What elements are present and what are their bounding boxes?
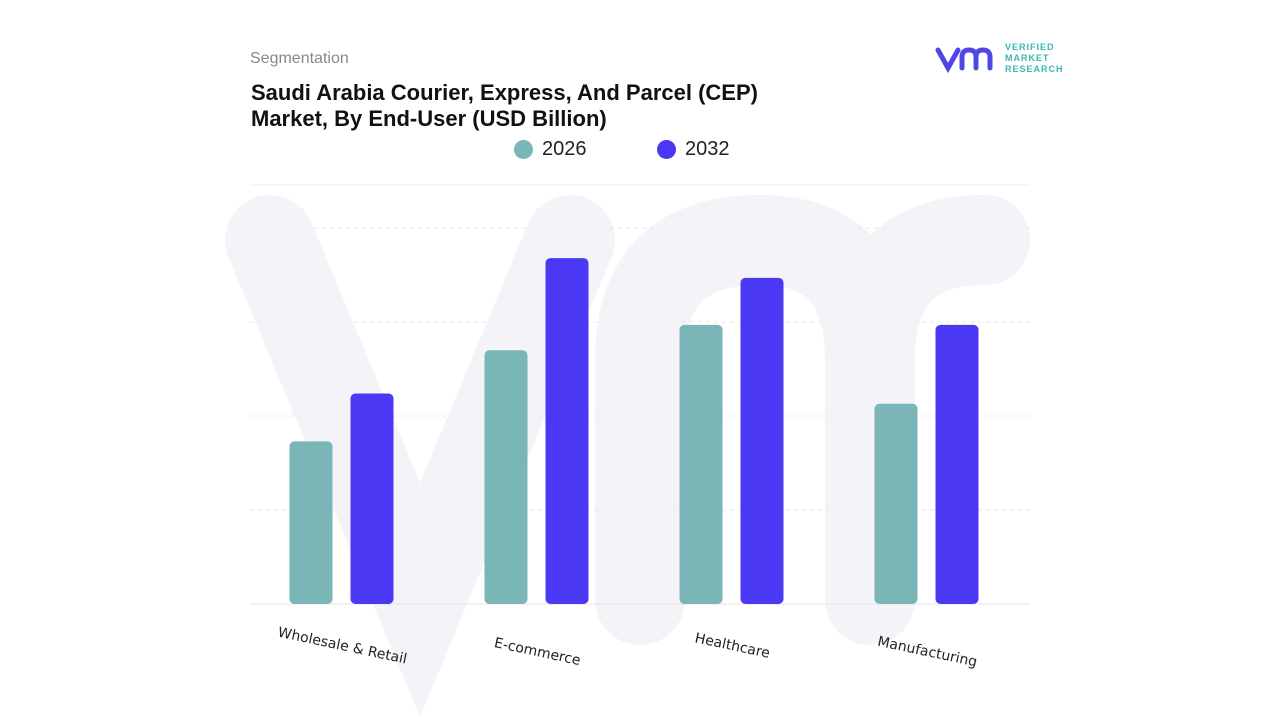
bar-2026-2 [679,324,723,604]
logo-text: VERIFIED MARKET RESEARCH [1005,42,1064,74]
watermark-logo-icon [225,194,1030,717]
x-tick-label: Manufacturing [876,634,979,671]
legend-swatch-2026 [514,139,533,159]
bar-2026-3 [874,403,918,604]
bar-2032-1 [545,258,589,604]
bar-2032-2 [740,277,784,604]
chart-title: Saudi Arabia Courier, Express, And Parce… [251,80,851,132]
bar-2032-3 [935,324,979,604]
legend-item-2032: 2032 [657,138,730,160]
bar-2026-0 [289,441,333,604]
bar-2026-1 [484,350,528,604]
logo: VERIFIED MARKET RESEARCH [935,42,1064,75]
bar-2032-0 [350,393,394,604]
x-tick-label: Wholesale & Retail [276,625,408,668]
segment-label: Segmentation [250,50,349,67]
logo-mark-icon [935,46,993,73]
legend-item-2026: 2026 [514,138,587,160]
legend-swatch-2032 [657,139,676,159]
legend-label: 2032 [685,138,730,160]
title-line-2: Market, By End-User (USD Billion) [251,106,607,131]
x-tick-label: E-commerce [493,635,582,669]
title-line-1: Saudi Arabia Courier, Express, And Parce… [251,80,758,105]
x-tick-label: Healthcare [693,630,771,662]
legend-label: 2026 [542,138,587,160]
